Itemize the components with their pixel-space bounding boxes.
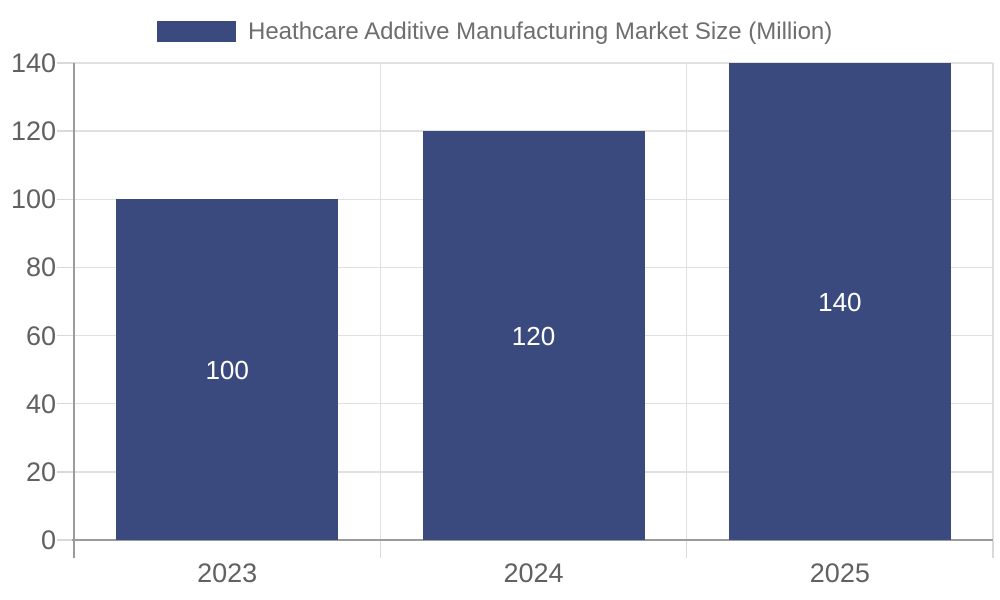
x-axis-label: 2023 <box>197 558 258 588</box>
y-gridline <box>74 62 993 64</box>
chart-title: Heathcare Additive Manufacturing Market … <box>248 18 833 45</box>
y-axis-tick <box>57 539 74 541</box>
bar-value-label: 100 <box>205 354 249 385</box>
y-axis-line <box>72 63 75 558</box>
y-axis-label: 80 <box>25 252 56 283</box>
y-axis-tick <box>57 334 74 337</box>
y-axis-label: 140 <box>10 48 56 78</box>
bar-2023[interactable] <box>116 199 339 540</box>
x-gridline <box>685 63 688 540</box>
y-axis-label: 120 <box>10 116 56 147</box>
x-axis-line <box>72 539 993 541</box>
x-axis-tick <box>685 541 688 558</box>
y-axis-tick <box>57 402 74 405</box>
y-axis-label: 0 <box>40 525 56 555</box>
x-gridline <box>379 63 382 540</box>
y-axis-tick <box>57 198 74 201</box>
y-axis-label: 20 <box>25 456 56 487</box>
x-axis-label: 2025 <box>809 558 870 588</box>
bar-2025[interactable] <box>728 63 951 540</box>
bar-value-label: 140 <box>818 286 862 317</box>
y-axis-tick <box>57 62 74 64</box>
y-axis-tick <box>57 130 74 132</box>
y-axis-label: 40 <box>25 388 56 419</box>
y-axis-tick <box>57 471 74 473</box>
y-axis-label: 100 <box>10 184 56 215</box>
x-axis-tick <box>992 541 994 558</box>
x-axis-label: 2024 <box>503 558 564 588</box>
bar-value-label: 120 <box>511 320 556 351</box>
bar-2024[interactable] <box>422 131 645 540</box>
x-axis-tick <box>379 541 382 558</box>
y-axis-label: 60 <box>25 320 56 351</box>
y-axis-tick <box>57 266 74 269</box>
legend-swatch[interactable] <box>157 21 236 42</box>
x-gridline <box>992 63 994 540</box>
